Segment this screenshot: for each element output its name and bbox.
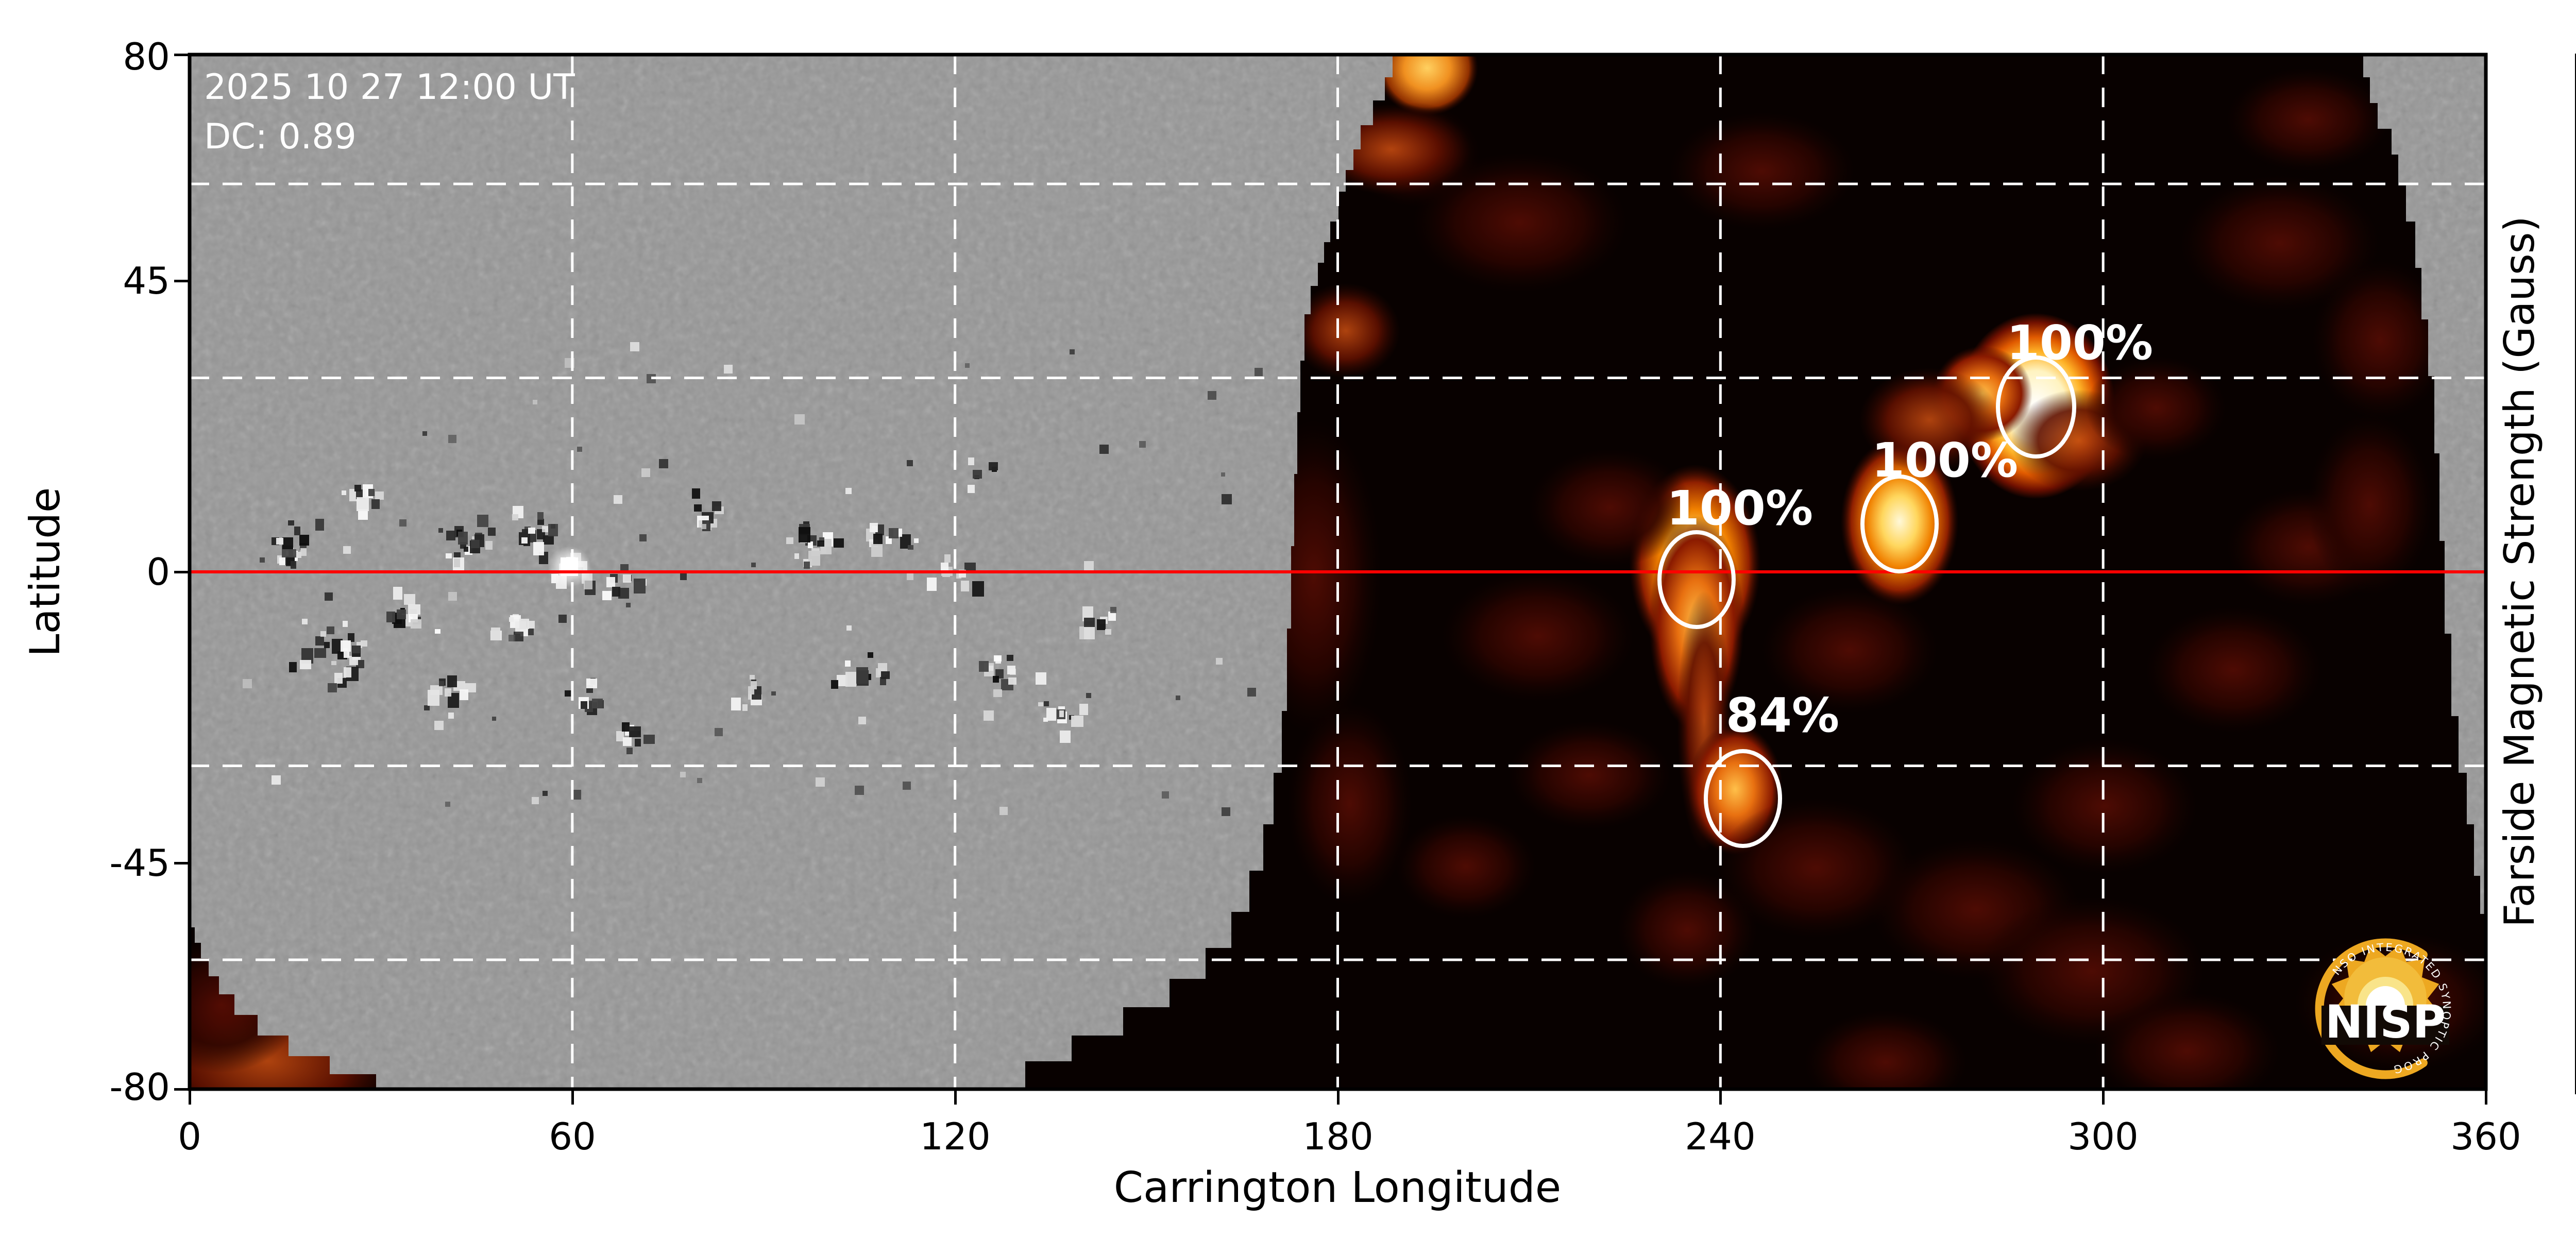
nisp-logo-band (2321, 1006, 2449, 1045)
x-tick-0: 0 (178, 1115, 201, 1158)
y-axis-label: Latitude (21, 487, 69, 657)
x-tick-300: 300 (2067, 1115, 2139, 1158)
x-tick-180: 180 (1302, 1115, 1374, 1158)
grid-lines (190, 55, 2486, 1089)
detection-annotations: 100% 100% 100% 84% (1657, 315, 2153, 848)
x-tick-240: 240 (1685, 1115, 1756, 1158)
y-tick--80: -80 (109, 1065, 170, 1109)
detection-probability-label: 84% (1726, 688, 1839, 743)
date-stamp: 2025 10 27 12:00 UT (204, 67, 575, 108)
nisp-logo-dome (2366, 986, 2405, 1006)
detection-probability-label: 100% (1872, 433, 2018, 488)
duty-cycle-stamp: DC: 0.89 (204, 116, 357, 157)
x-tick-360: 360 (2450, 1115, 2521, 1158)
y-tick--45: -45 (109, 841, 170, 885)
x-tick-60: 60 (549, 1115, 596, 1158)
detection-probability-label: 100% (1667, 481, 1813, 536)
detection-probability-label: 100% (2007, 315, 2153, 370)
x-tick-120: 120 (920, 1115, 991, 1158)
x-axis-label: Carrington Longitude (1113, 1163, 1562, 1212)
nisp-logo-ring-arc (2315, 938, 2428, 1079)
nisp-logo-text: NISP (2325, 995, 2446, 1048)
y-tick-0: 0 (146, 550, 170, 593)
farside-activity-blobs (190, 55, 2486, 1089)
farside-colorbar (2575, 55, 2576, 1094)
y-tick-80: 80 (123, 35, 170, 78)
y-tick-45: 45 (123, 259, 170, 302)
farside-colorbar-label: Farside Magnetic Strength (Gauss) (2496, 216, 2544, 928)
